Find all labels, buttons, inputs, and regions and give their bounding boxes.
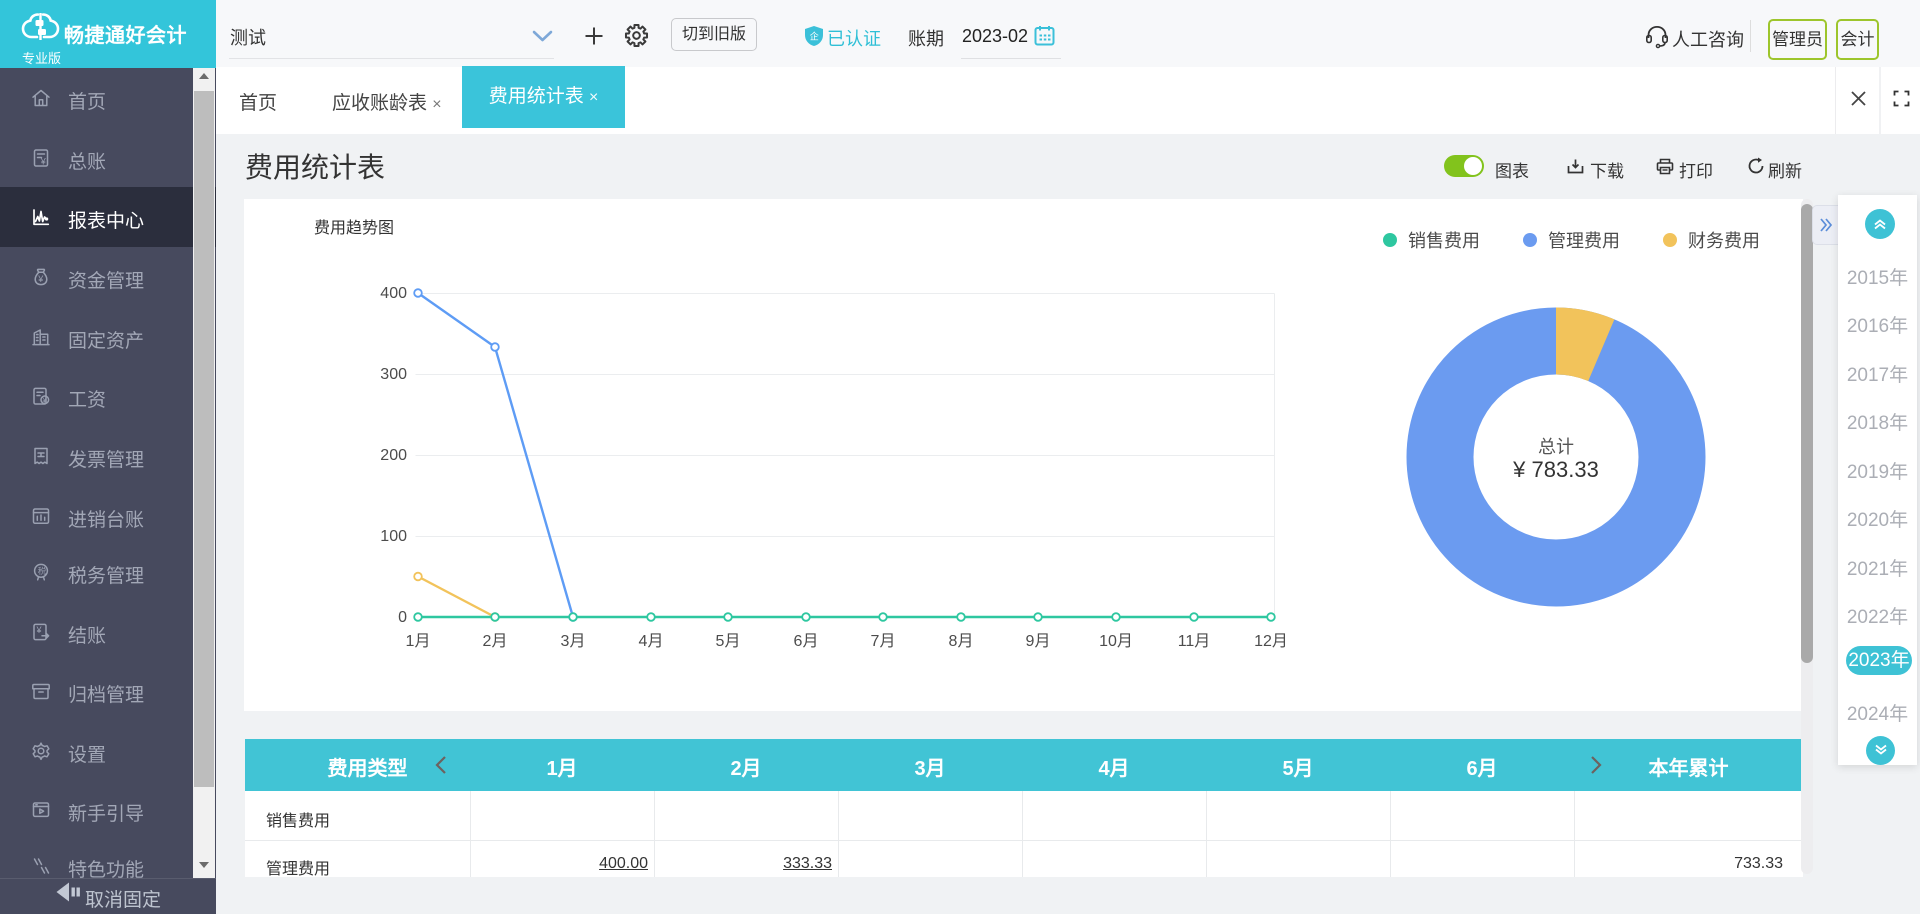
svg-text:1月: 1月 (406, 633, 431, 650)
svg-text:6月: 6月 (794, 633, 819, 650)
svg-text:2月: 2月 (483, 633, 508, 650)
svg-text:4月: 4月 (639, 633, 664, 650)
svg-text:税: 税 (38, 566, 47, 576)
svg-text:3月: 3月 (561, 633, 586, 650)
svg-text:总计: 总计 (1538, 437, 1574, 457)
svg-text:销售费用: 销售费用 (1408, 231, 1480, 251)
svg-text:管理费用: 管理费用 (1548, 231, 1620, 251)
svg-text:企: 企 (810, 31, 819, 42)
svg-text:¥: ¥ (43, 396, 48, 405)
svg-text:400: 400 (380, 285, 407, 302)
svg-text:费用趋势图: 费用趋势图 (314, 219, 394, 237)
svg-text:财务费用: 财务费用 (1688, 231, 1760, 251)
svg-text:12月: 12月 (1254, 633, 1288, 650)
svg-text:0: 0 (398, 609, 407, 626)
svg-text:300: 300 (380, 366, 407, 383)
svg-text:9月: 9月 (1026, 633, 1051, 650)
svg-text:200: 200 (380, 447, 407, 464)
svg-text:¥: ¥ (40, 156, 47, 166)
svg-text:7月: 7月 (871, 633, 896, 650)
svg-text:11月: 11月 (1178, 633, 1211, 650)
svg-text:¥ 783.33: ¥ 783.33 (1512, 457, 1599, 482)
svg-text:8月: 8月 (949, 633, 974, 650)
svg-text:¥: ¥ (37, 274, 44, 284)
svg-text:10月: 10月 (1099, 633, 1133, 650)
svg-text:5月: 5月 (716, 633, 741, 650)
svg-text:¥: ¥ (36, 625, 43, 635)
svg-text:100: 100 (380, 528, 407, 545)
